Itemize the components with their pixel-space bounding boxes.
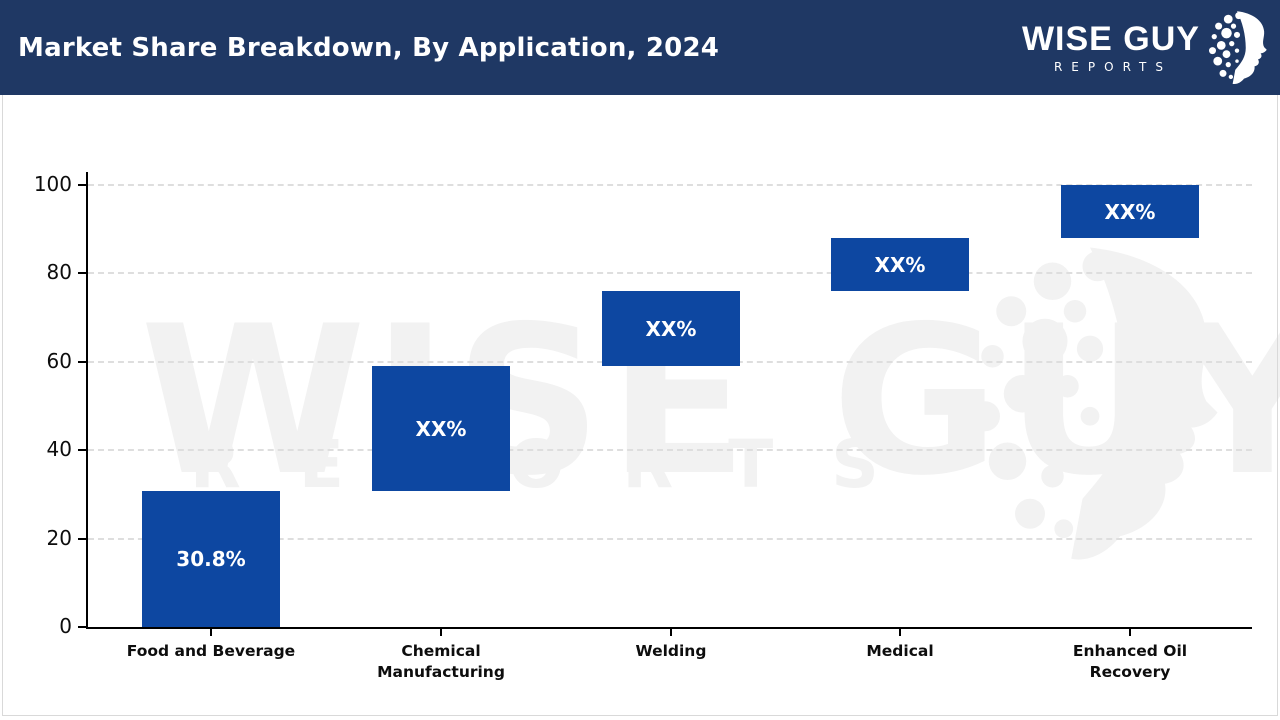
- bar: XX%: [372, 366, 510, 491]
- x-category-label: Enhanced Oil Recovery: [1072, 642, 1188, 681]
- x-axis-tick: [670, 629, 672, 636]
- y-axis-line: [86, 171, 88, 629]
- y-axis-tick-label: 0: [59, 614, 72, 638]
- logo-subtitle: REPORTS: [1053, 60, 1172, 74]
- logo-text: WISE GUY REPORTS: [1022, 22, 1200, 73]
- x-category-label: Food and Beverage: [126, 642, 296, 660]
- gridline: [88, 449, 1252, 452]
- y-axis-tick-label: 60: [46, 348, 72, 373]
- bar: XX%: [602, 291, 740, 367]
- wise-guy-reports-logo: WISE GUY REPORTS: [1022, 0, 1272, 95]
- bar: 30.8%: [142, 490, 280, 627]
- logo-wordmark: WISE GUY: [1021, 20, 1200, 58]
- y-axis-tick-label: 40: [46, 437, 72, 462]
- header-bar: Market Share Breakdown, By Application, …: [0, 0, 1280, 95]
- x-axis-tick: [1129, 629, 1131, 636]
- watermark-reports-text: REPORTS: [190, 426, 937, 503]
- bar-value-label: XX%: [645, 316, 697, 341]
- y-axis-tick: [78, 626, 88, 628]
- x-axis-tick: [210, 629, 212, 636]
- x-axis-line: [86, 627, 1252, 629]
- y-axis-tick: [78, 272, 88, 275]
- x-category-label: Chemical Manufacturing: [377, 642, 505, 681]
- y-axis-tick-label: 80: [46, 260, 72, 285]
- y-axis-tick: [78, 360, 88, 363]
- gridline: [88, 184, 1252, 186]
- bar-value-label: XX%: [874, 252, 926, 277]
- logo-head-icon: [1209, 10, 1267, 84]
- watermark-head-icon: [970, 247, 1218, 560]
- bar-value-label: XX%: [415, 416, 467, 441]
- y-axis-tick: [78, 184, 88, 186]
- y-axis-tick-label: 100: [33, 172, 72, 196]
- x-axis-tick: [440, 629, 442, 636]
- x-category-label: Welding: [635, 642, 707, 660]
- y-axis-tick: [78, 449, 88, 452]
- gridline: [88, 537, 1252, 540]
- y-axis-tick: [78, 537, 88, 540]
- bar-value-label: XX%: [1104, 199, 1156, 224]
- x-category-label: Medical: [866, 642, 934, 660]
- bar: XX%: [831, 238, 969, 292]
- bar-value-label: 30.8%: [176, 546, 246, 571]
- gridline: [88, 272, 1252, 275]
- page-title: Market Share Breakdown, By Application, …: [18, 32, 720, 63]
- x-axis-tick: [899, 629, 901, 636]
- bar: XX%: [1061, 185, 1199, 239]
- y-axis-tick-label: 20: [46, 525, 72, 550]
